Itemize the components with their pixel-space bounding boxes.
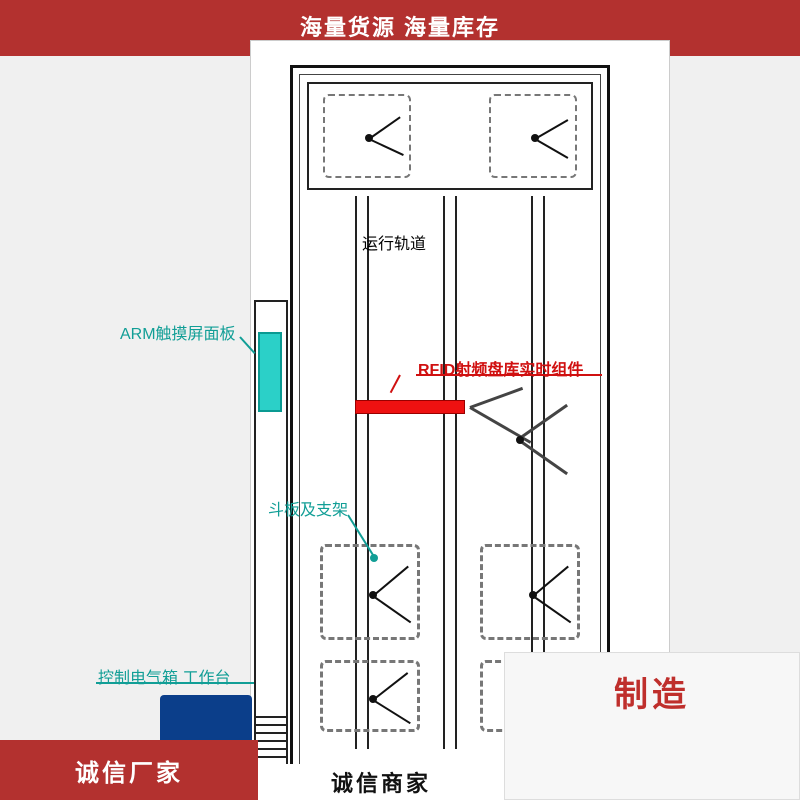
mid-compartment-upper bbox=[300, 534, 600, 652]
scissor-arm bbox=[372, 699, 410, 724]
top-compartment bbox=[307, 82, 593, 190]
bucket-slot bbox=[480, 544, 580, 640]
bottom-right-card: 制造 bbox=[504, 652, 800, 800]
top-banner-text: 海量货源 海量库存 bbox=[300, 15, 500, 40]
rfid-component bbox=[355, 400, 465, 414]
top-slot-right bbox=[489, 94, 577, 178]
leader-dot bbox=[370, 554, 378, 562]
arm-touch-panel bbox=[258, 332, 282, 412]
label-control-box: 控制电气箱 工作台 bbox=[98, 664, 230, 688]
diagram-canvas: 海量货源 海量库存 bbox=[0, 0, 800, 800]
scissor-arm bbox=[535, 119, 569, 140]
label-rfid: RFID射频盘库实时组件 bbox=[418, 356, 583, 380]
scissor-arm bbox=[532, 566, 569, 597]
label-arm-panel: ARM触摸屏面板 bbox=[120, 320, 236, 344]
bottom-right-title: 制造 bbox=[614, 667, 690, 716]
scissor-arm bbox=[372, 672, 408, 701]
rfid-scissor-linkage bbox=[470, 400, 600, 480]
scissor-arm bbox=[517, 404, 568, 441]
label-track: 运行轨道 bbox=[362, 230, 426, 254]
scissor-arm bbox=[532, 595, 571, 623]
scissor-arm bbox=[372, 595, 411, 623]
bottom-center-badge: 诚信商家 bbox=[258, 764, 504, 800]
bucket-slot bbox=[320, 660, 420, 732]
scissor-arm bbox=[372, 566, 409, 597]
scissor-arm bbox=[369, 138, 404, 156]
bottom-left-text: 诚信厂家 bbox=[75, 753, 183, 788]
bottom-center-text: 诚信商家 bbox=[331, 766, 431, 798]
scissor-arm bbox=[517, 438, 568, 475]
label-bracket: 斗板及支架 bbox=[268, 496, 348, 520]
scissor-arm bbox=[368, 116, 400, 139]
scissor-arm bbox=[535, 138, 569, 159]
leader-line-horizontal bbox=[96, 682, 254, 684]
leader-line-horizontal bbox=[416, 374, 602, 376]
bottom-left-badge: 诚信厂家 bbox=[0, 740, 258, 800]
top-slot-left bbox=[323, 94, 411, 178]
pivot-dot bbox=[516, 436, 524, 444]
